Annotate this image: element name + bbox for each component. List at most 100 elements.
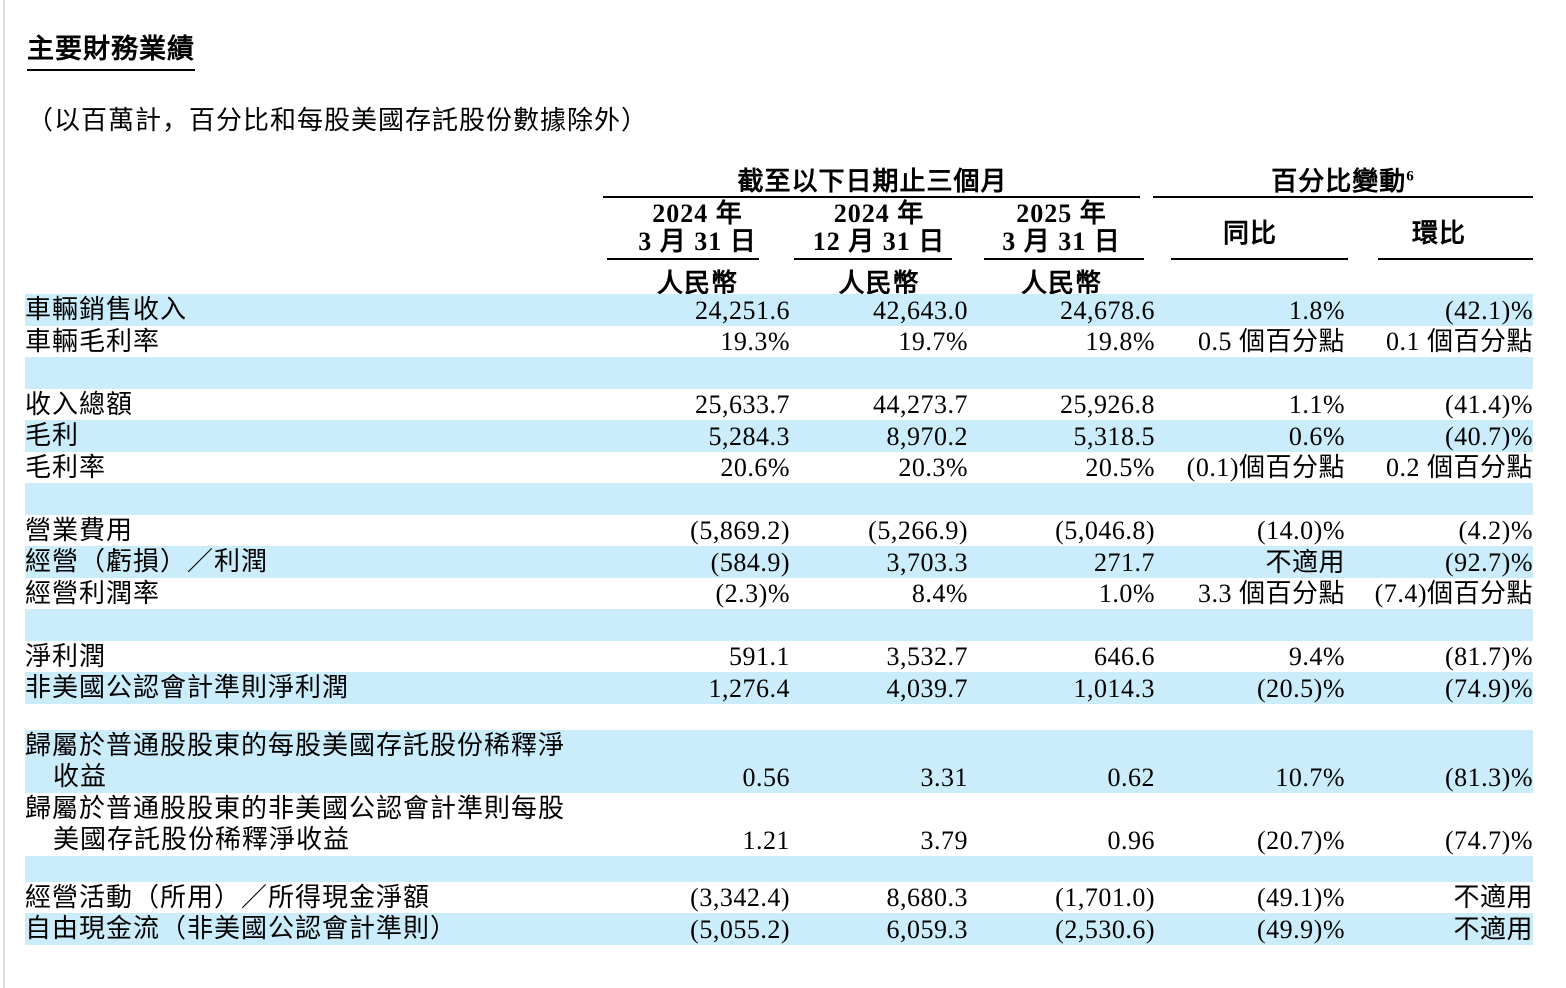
cell-value: 9.4% <box>1288 642 1345 671</box>
column-rule-5 <box>1378 258 1533 260</box>
cell-value: 1,276.4 <box>708 673 790 703</box>
cell-value: 5,318.5 <box>1073 421 1155 451</box>
spacer-row <box>25 483 1533 515</box>
row-label-line: 自由現金流（非美國公認會計準則） <box>25 914 458 943</box>
page-subtitle: （以百萬計，百分比和每股美國存託股份數據除外） <box>27 106 649 135</box>
cell-value: (3,342.4) <box>690 883 790 912</box>
row-label-line: 車輛毛利率 <box>25 326 161 356</box>
cell-value: 4,039.7 <box>886 673 968 703</box>
cell-value: (42.1)% <box>1445 295 1533 325</box>
cell-value: 25,926.8 <box>1060 390 1155 419</box>
currency-label: 人民幣 <box>1020 269 1102 298</box>
cell-value: (20.7)% <box>1257 825 1345 855</box>
period-group-rule <box>603 196 1140 198</box>
row-label-line: 非美國公認會計準則淨利潤 <box>25 673 350 702</box>
table-row: 經營利潤率 (2.3)% 8.4% 1.0% 3.3 個百分點 (7.4)個百分點 <box>25 577 1533 610</box>
date-year: 2024 年 <box>652 199 743 228</box>
cell-value: 0.6% <box>1288 421 1345 451</box>
cell-value: 不適用 <box>1453 883 1533 912</box>
row-label: 自由現金流（非美國公認會計準則） <box>25 913 605 945</box>
cell-value: 19.8% <box>1085 327 1155 356</box>
cell-value: (41.4)% <box>1445 390 1533 419</box>
cell-value: (81.7)% <box>1445 642 1533 671</box>
cell-value: 5,284.3 <box>708 421 790 451</box>
cell-value: (2,530.6) <box>1055 914 1155 944</box>
row-label: 車輛銷售收入 <box>25 294 605 326</box>
column-rule-4 <box>1171 258 1348 260</box>
row-label: 淨利潤 <box>25 641 605 673</box>
date-day: 12 月 31 日 <box>812 227 946 256</box>
row-label-line: 毛利率 <box>25 452 107 482</box>
period-group-label: 截至以下日期止三個月 <box>737 167 1008 196</box>
cell-value: 3,703.3 <box>886 547 968 577</box>
currency-label: 人民幣 <box>656 269 738 298</box>
column-rule-2 <box>794 258 952 260</box>
row-label: 毛利率 <box>25 452 605 484</box>
financial-table-body: 車輛銷售收入 24,251.6 42,643.0 24,678.6 1.8% (42.1)… <box>25 294 1533 945</box>
row-label: 經營利潤率 <box>25 578 605 610</box>
cell-value: 1.8% <box>1288 295 1345 325</box>
row-label-line: 毛利 <box>25 421 80 450</box>
row-label: 車輛毛利率 <box>25 326 605 358</box>
cell-value: 20.5% <box>1085 453 1155 482</box>
cell-value: 8.4% <box>911 579 968 608</box>
spacer-cell <box>25 357 1533 389</box>
cell-value: 24,251.6 <box>695 295 790 325</box>
page-edge-line <box>3 0 5 988</box>
spacer-row <box>25 609 1533 641</box>
row-label-line: 歸屬於普通股股東的每股美國存託股份稀釋淨 <box>25 730 566 760</box>
spacer-row <box>25 855 1533 882</box>
row-label: 營業費用 <box>25 515 605 547</box>
cell-value: (74.9)% <box>1445 673 1533 703</box>
table-row: 淨利潤 591.1 3,532.7 646.6 9.4% (81.7)% <box>25 640 1533 673</box>
cell-value: (5,046.8) <box>1055 516 1155 545</box>
spacer-row <box>25 703 1533 730</box>
row-label: 歸屬於普通股股東的每股美國存託股份稀釋淨 收益 <box>25 730 605 793</box>
spacer-row <box>25 357 1533 389</box>
cell-value: 1.21 <box>742 825 790 855</box>
table-row: 經營活動（所用）／所得現金淨額 (3,342.4) 8,680.3 (1,701.0)… <box>25 881 1533 914</box>
column-header-date-3: 2025 年 3 月 31 日 <box>968 200 1155 256</box>
cell-value: 0.5 個百分點 <box>1197 327 1345 356</box>
cell-value: (40.7)% <box>1445 421 1533 451</box>
change-header-yoy: 同比 <box>1222 219 1277 248</box>
row-label: 經營活動（所用）／所得現金淨額 <box>25 882 605 914</box>
cell-value: (49.1)% <box>1257 883 1345 912</box>
cell-value: 不適用 <box>1453 914 1533 944</box>
cell-value: 3.3 個百分點 <box>1197 579 1345 608</box>
cell-value: 8,970.2 <box>886 421 968 451</box>
cell-value: (4.2)% <box>1458 516 1533 545</box>
table-row: 毛利 5,284.3 8,970.2 5,318.5 0.6% (40.7)% <box>25 420 1533 452</box>
spacer-cell <box>25 856 1533 882</box>
table-row: 歸屬於普通股股東的每股美國存託股份稀釋淨 收益 0.56 3.31 0.62 10.7% (… <box>25 729 1533 793</box>
cell-value: (584.9) <box>710 547 790 577</box>
page-title: 主要財務業績 <box>27 27 195 71</box>
cell-value: 19.7% <box>898 327 968 356</box>
cell-value: (92.7)% <box>1445 547 1533 577</box>
table-row: 非美國公認會計準則淨利潤 1,276.4 4,039.7 1,014.3 (20.5)%… <box>25 672 1533 704</box>
cell-value: 3.79 <box>920 825 968 855</box>
cell-value: 3,532.7 <box>886 642 968 671</box>
row-label-line: 美國存託股份稀釋淨收益 <box>53 825 351 854</box>
footnote-ref: 6 <box>1406 168 1415 185</box>
table-row: 車輛毛利率 19.3% 19.7% 19.8% 0.5 個百分點 0.1 個百分點 <box>25 325 1533 358</box>
cell-value: 0.62 <box>1107 762 1155 792</box>
date-year: 2024 年 <box>833 199 925 228</box>
cell-value: 20.3% <box>898 453 968 482</box>
spacer-cell <box>25 704 1533 730</box>
row-label-line: 車輛銷售收入 <box>25 295 188 324</box>
row-label-line: 收益 <box>53 762 108 791</box>
date-day: 3 月 31 日 <box>1002 227 1121 256</box>
row-label-line: 收入總額 <box>25 389 134 419</box>
cell-value: (5,055.2) <box>690 914 790 944</box>
cell-value: 271.7 <box>1094 547 1155 577</box>
change-group-rule <box>1153 196 1533 198</box>
cell-value: 19.3% <box>720 327 790 356</box>
cell-value: (74.7)% <box>1445 825 1533 855</box>
date-day: 3 月 31 日 <box>638 227 757 256</box>
date-year: 2025 年 <box>1016 199 1107 228</box>
column-header-date-2: 2024 年 12 月 31 日 <box>790 200 968 256</box>
cell-value: (2.3)% <box>715 579 790 608</box>
cell-value: (81.3)% <box>1445 762 1533 792</box>
change-group-label: 百分比變動 <box>1271 167 1407 196</box>
